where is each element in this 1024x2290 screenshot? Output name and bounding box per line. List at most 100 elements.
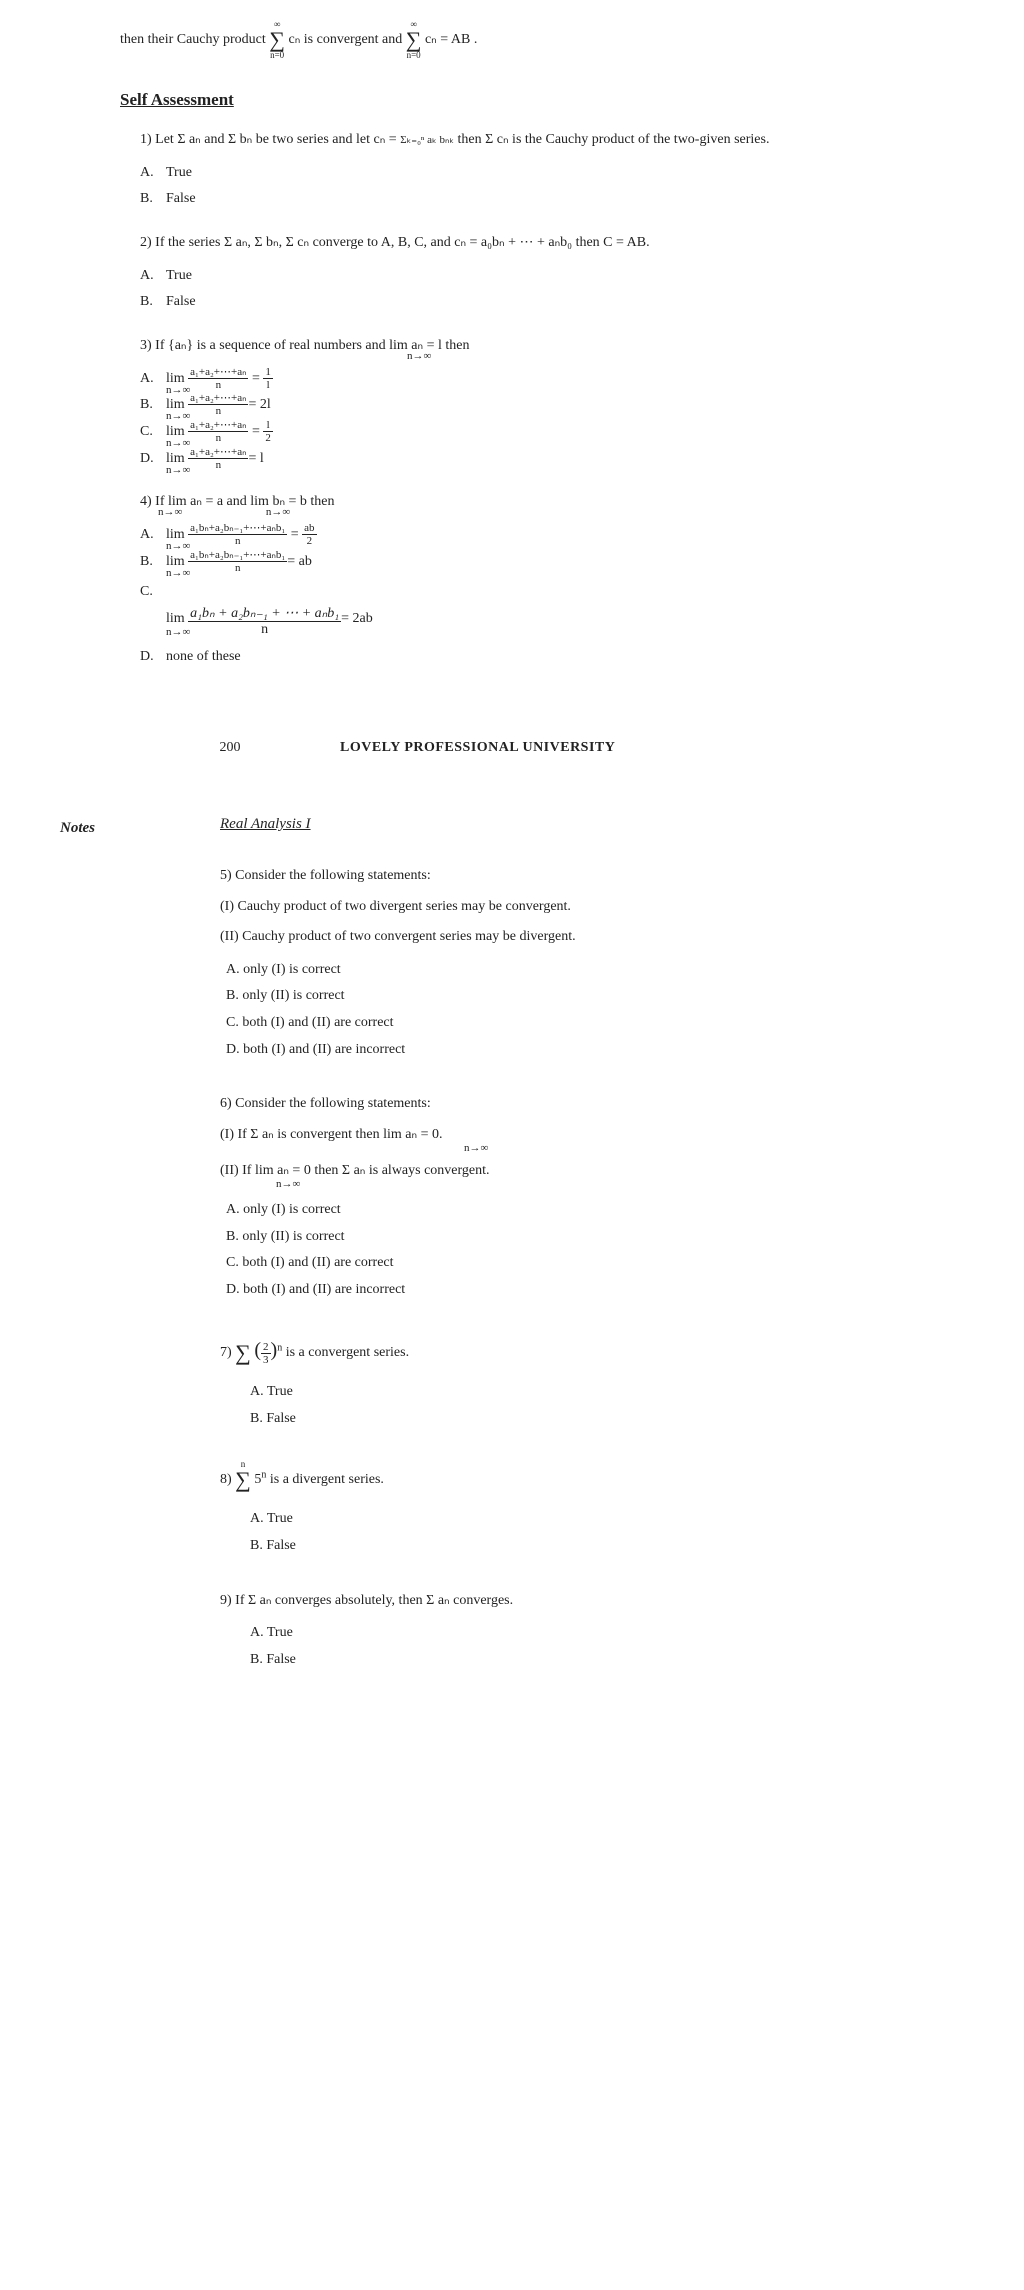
q1-b-text: False [166, 186, 196, 213]
q6-opts: A. only (I) is correct B. only (II) is c… [226, 1197, 964, 1303]
q4-a-rden: 2 [302, 535, 316, 547]
q5-s1: (I) Cauchy product of two divergent seri… [220, 894, 964, 921]
q2-opt-a: A.True [140, 263, 964, 290]
q4-c-rhs: = 2ab [341, 606, 373, 638]
q3-sub-d: n→∞ [166, 460, 190, 481]
q9-text: 9) If Σ aₙ converges absolutely, then Σ … [220, 1588, 964, 1615]
q2-a-text: True [166, 263, 192, 290]
q4-c-frac: a₁bₙ + a₂bₙ₋₁ + ⋯ + aₙb₁n [188, 606, 341, 638]
university-name: LOVELY PROFESSIONAL UNIVERSITY [340, 740, 615, 756]
q3-a-rhs: 1l [263, 366, 273, 393]
q3-c-den: n [188, 432, 248, 444]
q3-opt-d: D. lim n→∞ a₁+a₂+⋯+aₙn = l [140, 446, 964, 473]
q5-d: D. both (I) and (II) are incorrect [226, 1037, 964, 1064]
q4-sub-c: n→∞ [166, 622, 190, 643]
q4-opt-b: B. lim n→∞ a₁bₙ+a₂bₙ₋₁+⋯+aₙb₁n = ab [140, 549, 964, 576]
q4-b-den: n [188, 562, 287, 574]
q7-frac: 23 [261, 1341, 271, 1366]
q4-b-rhs: = ab [287, 549, 312, 576]
q8-a: A. True [250, 1506, 964, 1533]
q3-opt-a: A. lim n→∞ a₁+a₂+⋯+aₙn = 1l [140, 366, 964, 393]
q4-sub1: n→∞ [158, 506, 182, 518]
q7-num: 7) [220, 1345, 235, 1360]
section-title: Self Assessment [120, 90, 964, 110]
q3-c-rnum: l [263, 419, 273, 432]
q4-opt-d: D.none of these [140, 644, 964, 671]
page2-body: Real Analysis I 5) Consider the followin… [220, 816, 964, 1673]
q3-opt-b: B. lim n→∞ a₁+a₂+⋯+aₙn = 2l [140, 392, 964, 419]
q8-sigma: n∑ [235, 1460, 251, 1500]
q3-c-num: a₁+a₂+⋯+aₙ [188, 419, 248, 432]
q6-s2-sub: n→∞ [276, 1174, 300, 1195]
question-1: 1) Let Σ aₙ and Σ bₙ be two series and l… [140, 128, 964, 152]
question-6: 6) Consider the following statements: (I… [220, 1091, 964, 1303]
intro-rhs: = AB . [440, 32, 477, 47]
q4-a-rhs: ab2 [302, 522, 316, 549]
q4-a-den: n [188, 535, 287, 547]
q1-options: A.True B.False [140, 160, 964, 213]
subtitle: Real Analysis I [220, 816, 964, 833]
q5-opts: A. only (I) is correct B. only (II) is c… [226, 957, 964, 1063]
q3-d-frac: a₁+a₂+⋯+aₙn [188, 446, 248, 473]
question-5: 5) Consider the following statements: (I… [220, 863, 964, 1063]
q8-b: B. False [250, 1533, 964, 1560]
q6-head: 6) Consider the following statements: [220, 1091, 964, 1118]
sigma-1: ∞∑n=0 [269, 20, 285, 60]
question-7: 7) ∑ (23)n is a convergent series. A. Tr… [220, 1331, 964, 1432]
q5-c: C. both (I) and (II) are correct [226, 1010, 964, 1037]
q3-c-frac: a₁+a₂+⋯+aₙn [188, 419, 248, 446]
q4-a-frac: a₁bₙ+a₂bₙ₋₁+⋯+aₙb₁n [188, 522, 287, 549]
q2-b-text: False [166, 289, 196, 316]
q4-b-frac: a₁bₙ+a₂bₙ₋₁+⋯+aₙb₁n [188, 549, 287, 576]
q6-b: B. only (II) is correct [226, 1224, 964, 1251]
q3-b-frac: a₁+a₂+⋯+aₙn [188, 392, 248, 419]
q4-a-rnum: ab [302, 522, 316, 535]
q7-exp: n [277, 1343, 282, 1354]
q3-d-den: n [188, 459, 248, 471]
q7-a: A. True [250, 1379, 964, 1406]
q6-c: C. both (I) and (II) are correct [226, 1250, 964, 1277]
q2-opt-b: B.False [140, 289, 964, 316]
q4-a-num: a₁bₙ+a₂bₙ₋₁+⋯+aₙb₁ [188, 522, 287, 535]
q9-b: B. False [250, 1647, 964, 1674]
page-2: Notes Real Analysis I 5) Consider the fo… [0, 796, 1024, 1741]
intro-cn2: cₙ [425, 32, 437, 47]
question-9: 9) If Σ aₙ converges absolutely, then Σ … [220, 1588, 964, 1674]
q7-opts: A. True B. False [250, 1379, 964, 1432]
q9-a: A. True [250, 1620, 964, 1647]
q6-s2: (II) If lim aₙ = 0 then Σ aₙ is always c… [220, 1158, 964, 1185]
question-8: 8) n∑ 5n is a divergent series. A. True … [220, 1460, 964, 1559]
q4-opt-c: C. [140, 579, 964, 606]
question-3: 3) If {aₙ} is a sequence of real numbers… [140, 334, 964, 358]
q3-c-rhs: l2 [263, 419, 273, 446]
question-4: 4) If lim aₙ = a and lim bₙ = b then n→∞… [140, 490, 964, 514]
q1-a-text: True [166, 160, 192, 187]
q1-sum: Σₖ₌₀ⁿ aₖ bₙₖ [400, 134, 454, 146]
q6-d: D. both (I) and (II) are incorrect [226, 1277, 964, 1304]
question-2: 2) If the series Σ aₙ, Σ bₙ, Σ cₙ conver… [140, 231, 964, 255]
page-1: then their Cauchy product ∞∑n=0 cₙ is co… [0, 0, 1024, 796]
q4-d-text: none of these [166, 644, 241, 671]
q6-s1-sub: n→∞ [464, 1138, 488, 1159]
q6-s1: (I) If Σ aₙ is convergent then lim aₙ = … [220, 1122, 964, 1149]
page-number: 200 [120, 740, 340, 756]
q7-bn: 2 [261, 1341, 271, 1354]
q4-options: A. lim n→∞ a₁bₙ+a₂bₙ₋₁+⋯+aₙb₁n = ab2 B. … [140, 522, 964, 670]
q7-tail: is a convergent series. [286, 1345, 409, 1360]
q3-d-rhs: = l [248, 446, 263, 473]
q7-bd: 3 [261, 1354, 271, 1366]
intro-cn: cₙ [288, 32, 300, 47]
q1-opt-b: B.False [140, 186, 964, 213]
q1-opt-a: A.True [140, 160, 964, 187]
q3-a-rnum: 1 [263, 366, 273, 379]
q6-a: A. only (I) is correct [226, 1197, 964, 1224]
q6-s1-text: (I) If Σ aₙ is convergent then lim aₙ = … [220, 1127, 443, 1142]
q8-tail: is a divergent series. [270, 1473, 384, 1488]
q3-a-frac: a₁+a₂+⋯+aₙn [188, 366, 248, 393]
q4-c-den: n [188, 622, 341, 637]
intro-mid: is convergent and [304, 32, 406, 47]
q4-b-num: a₁bₙ+a₂bₙ₋₁+⋯+aₙb₁ [188, 549, 287, 562]
q5-s2: (II) Cauchy product of two convergent se… [220, 924, 964, 951]
q1-prefix: 1) Let Σ aₙ and Σ bₙ be two series and l… [140, 132, 400, 147]
q5-b: B. only (II) is correct [226, 983, 964, 1010]
